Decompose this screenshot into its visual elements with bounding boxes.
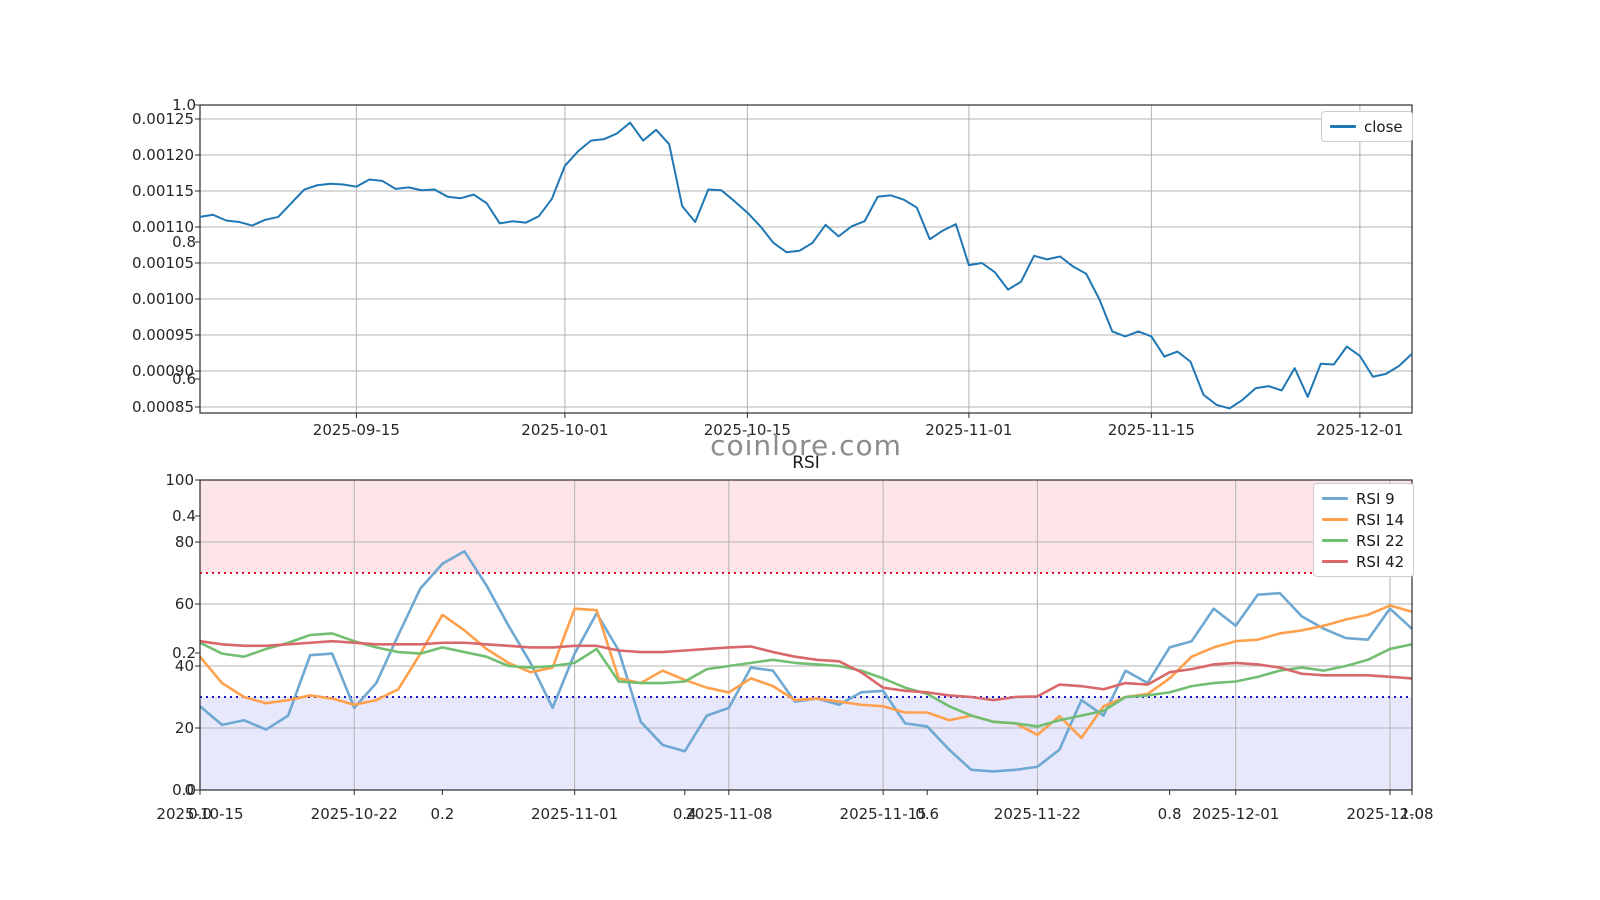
price-y-tick-label: 0.00120 (131, 146, 194, 164)
price-plot-frame (199, 104, 1413, 414)
price-legend: close (1321, 111, 1413, 142)
rsi22-line-swatch (1322, 539, 1348, 542)
overbought-band (200, 480, 1412, 573)
secondary-x-tick-label: 0.8 (1157, 805, 1182, 823)
price-y-tick-label: 0.00100 (131, 290, 194, 308)
rsi-y-tick-label: 0 (184, 781, 194, 799)
price-y-tick-label: 0.00085 (131, 398, 194, 416)
rsi-x-tick-label: 2025-11-15 (839, 805, 927, 823)
price-y-tick-label: 0.00110 (131, 218, 194, 236)
rsi42-line-swatch (1322, 560, 1348, 563)
rsi-x-tick-label: 2025-10-15 (156, 805, 244, 823)
rsi-y-tick-label: 100 (165, 471, 194, 489)
legend-label-rsi42: RSI 42 (1356, 552, 1405, 571)
price-x-tick-label: 2025-11-01 (925, 421, 1013, 439)
legend-label-rsi14: RSI 14 (1356, 510, 1405, 529)
legend-entry-rsi42: RSI 42 (1322, 551, 1404, 572)
secondary-y-tick-label: 1.0 (172, 96, 196, 114)
close-line-swatch (1330, 125, 1356, 128)
price-y-tick-label: 0.00115 (131, 182, 194, 200)
secondary-y-tick-label: 0.8 (172, 233, 196, 251)
secondary-y-tick-label: 0.4 (172, 507, 196, 525)
secondary-x-tick-label: 0.0 (188, 805, 212, 823)
close-line (199, 121, 1413, 410)
rsi-chart-title: RSI (792, 453, 820, 473)
legend-label-rsi9: RSI 9 (1356, 489, 1395, 508)
legend-entry-rsi9: RSI 9 (1322, 488, 1404, 509)
oversold-band (200, 697, 1412, 790)
price-y-tick-label: 0.00105 (131, 254, 194, 272)
rsi-14-line (199, 604, 1413, 740)
secondary-x-tick-label: 1.0 (1400, 805, 1424, 823)
price-y-tick-label: 0.00095 (131, 326, 194, 344)
rsi-x-tick-label: 2025-10-22 (310, 805, 398, 823)
price-y-tick-label: 0.00125 (131, 110, 194, 128)
rsi-42-line (199, 639, 1413, 702)
secondary-x-tick-label: 0.4 (672, 805, 697, 823)
rsi-y-tick-label: 40 (174, 657, 194, 675)
secondary-axis (195, 104, 1413, 795)
price-x-tick-label: 2025-09-15 (312, 421, 400, 439)
price-x-tick-label: 2025-10-01 (521, 421, 609, 439)
price-x-tick-label: 2025-11-15 (1107, 421, 1195, 439)
secondary-y-tick-label: 0.2 (172, 644, 196, 662)
rsi-22-line (199, 632, 1413, 728)
secondary-x-tick-label: 0.2 (430, 805, 455, 823)
secondary-x-tick-label: 0.6 (915, 805, 940, 823)
rsi-x-tick-label: 2025-12-08 (1346, 805, 1434, 823)
rsi-y-tick-label: 80 (174, 533, 194, 551)
price-x-tick-label: 2025-10-15 (703, 421, 791, 439)
legend-entry-rsi14: RSI 14 (1322, 509, 1404, 530)
watermark: coinlore.com (710, 429, 902, 462)
rsi-plot (195, 479, 1413, 795)
price-x-tick-label: 2025-12-01 (1316, 421, 1404, 439)
rsi-plot-frame (199, 479, 1413, 791)
secondary-y-tick-label: 0.6 (172, 370, 196, 388)
legend-entry-close: close (1330, 116, 1403, 137)
rsi-y-tick-label: 20 (174, 719, 194, 737)
secondary-y-tick-label: 0.0 (172, 781, 196, 799)
rsi-x-tick-label: 2025-11-22 (993, 805, 1081, 823)
rsi-x-tick-label: 2025-11-01 (531, 805, 619, 823)
legend-entry-rsi22: RSI 22 (1322, 530, 1404, 551)
legend-label-rsi22: RSI 22 (1356, 531, 1405, 550)
price-plot (195, 104, 1413, 418)
rsi14-line-swatch (1322, 518, 1348, 521)
rsi-x-tick-label: 2025-12-01 (1192, 805, 1280, 823)
price-y-tick-label: 0.00090 (131, 362, 194, 380)
rsi9-line-swatch (1322, 497, 1348, 500)
legend-label-close: close (1364, 117, 1403, 136)
rsi-legend: RSI 9 RSI 14 RSI 22 RSI 42 (1313, 483, 1415, 577)
rsi-x-tick-label: 2025-11-08 (685, 805, 773, 823)
rsi-y-tick-label: 60 (174, 595, 194, 613)
